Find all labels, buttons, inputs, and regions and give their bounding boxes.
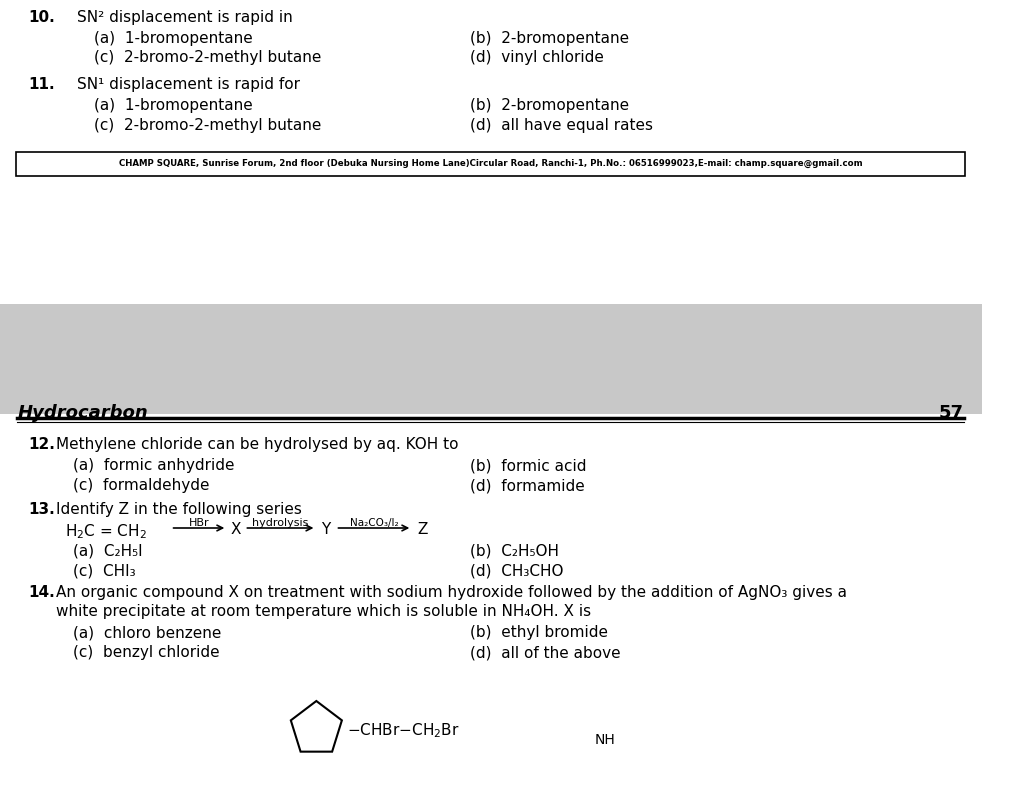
Text: Hydrocarbon: Hydrocarbon <box>17 404 148 422</box>
Text: (a)  C₂H₅I: (a) C₂H₅I <box>73 544 142 559</box>
Text: (c)  benzyl chloride: (c) benzyl chloride <box>73 645 219 660</box>
Text: $-$CHBr$-$CH$_2$Br: $-$CHBr$-$CH$_2$Br <box>347 721 460 740</box>
Text: (a)  1-bromopentane: (a) 1-bromopentane <box>94 31 253 46</box>
Text: (d)  vinyl chloride: (d) vinyl chloride <box>470 50 603 65</box>
Text: CHAMP SQUARE, Sunrise Forum, 2nd floor (Debuka Nursing Home Lane)Circular Road, : CHAMP SQUARE, Sunrise Forum, 2nd floor (… <box>119 159 862 167</box>
FancyBboxPatch shape <box>16 152 966 176</box>
Text: H$_2$C = CH$_2$: H$_2$C = CH$_2$ <box>66 522 147 540</box>
Text: (d)  all have equal rates: (d) all have equal rates <box>470 118 652 133</box>
Text: 10.: 10. <box>29 10 55 25</box>
Text: (d)  all of the above: (d) all of the above <box>470 645 621 660</box>
Text: 12.: 12. <box>29 437 55 452</box>
Text: (b)  2-bromopentane: (b) 2-bromopentane <box>470 31 629 46</box>
Text: (a)  1-bromopentane: (a) 1-bromopentane <box>94 98 253 113</box>
Text: (a)  chloro benzene: (a) chloro benzene <box>73 625 221 640</box>
Text: 11.: 11. <box>29 77 55 92</box>
Text: (d)  CH₃CHO: (d) CH₃CHO <box>470 564 563 579</box>
Text: (c)  CHI₃: (c) CHI₃ <box>73 564 135 579</box>
Text: (b)  C₂H₅OH: (b) C₂H₅OH <box>470 544 559 559</box>
Bar <box>0 414 982 789</box>
Bar <box>0 0 982 459</box>
Text: Z: Z <box>417 522 427 537</box>
Text: (b)  ethyl bromide: (b) ethyl bromide <box>470 625 607 640</box>
Text: 57: 57 <box>938 404 964 422</box>
Text: (b)  2-bromopentane: (b) 2-bromopentane <box>470 98 629 113</box>
Text: Methylene chloride can be hydrolysed by aq. KOH to: Methylene chloride can be hydrolysed by … <box>55 437 458 452</box>
Text: (b)  formic acid: (b) formic acid <box>470 458 586 473</box>
Text: NH: NH <box>594 733 615 747</box>
Text: (d)  formamide: (d) formamide <box>470 478 585 493</box>
Text: SN² displacement is rapid in: SN² displacement is rapid in <box>77 10 293 25</box>
Text: Na₂CO₃/I₂: Na₂CO₃/I₂ <box>349 518 398 528</box>
Text: 13.: 13. <box>29 502 55 517</box>
Bar <box>0 304 982 414</box>
Text: 14.: 14. <box>29 585 55 600</box>
Text: HBr: HBr <box>188 518 209 528</box>
Text: (a)  formic anhydride: (a) formic anhydride <box>73 458 234 473</box>
Text: white precipitate at room temperature which is soluble in NH₄OH. X is: white precipitate at room temperature wh… <box>55 604 591 619</box>
Text: hydrolysis: hydrolysis <box>252 518 308 528</box>
Text: (c)  formaldehyde: (c) formaldehyde <box>73 478 209 493</box>
Text: An organic compound X on treatment with sodium hydroxide followed by the additio: An organic compound X on treatment with … <box>55 585 847 600</box>
Text: SN¹ displacement is rapid for: SN¹ displacement is rapid for <box>77 77 300 92</box>
Text: (c)  2-bromo-2-methyl butane: (c) 2-bromo-2-methyl butane <box>94 50 322 65</box>
Text: Y: Y <box>322 522 331 537</box>
Text: X: X <box>231 522 242 537</box>
Text: Identify Z in the following series: Identify Z in the following series <box>55 502 301 517</box>
Text: (c)  2-bromo-2-methyl butane: (c) 2-bromo-2-methyl butane <box>94 118 322 133</box>
